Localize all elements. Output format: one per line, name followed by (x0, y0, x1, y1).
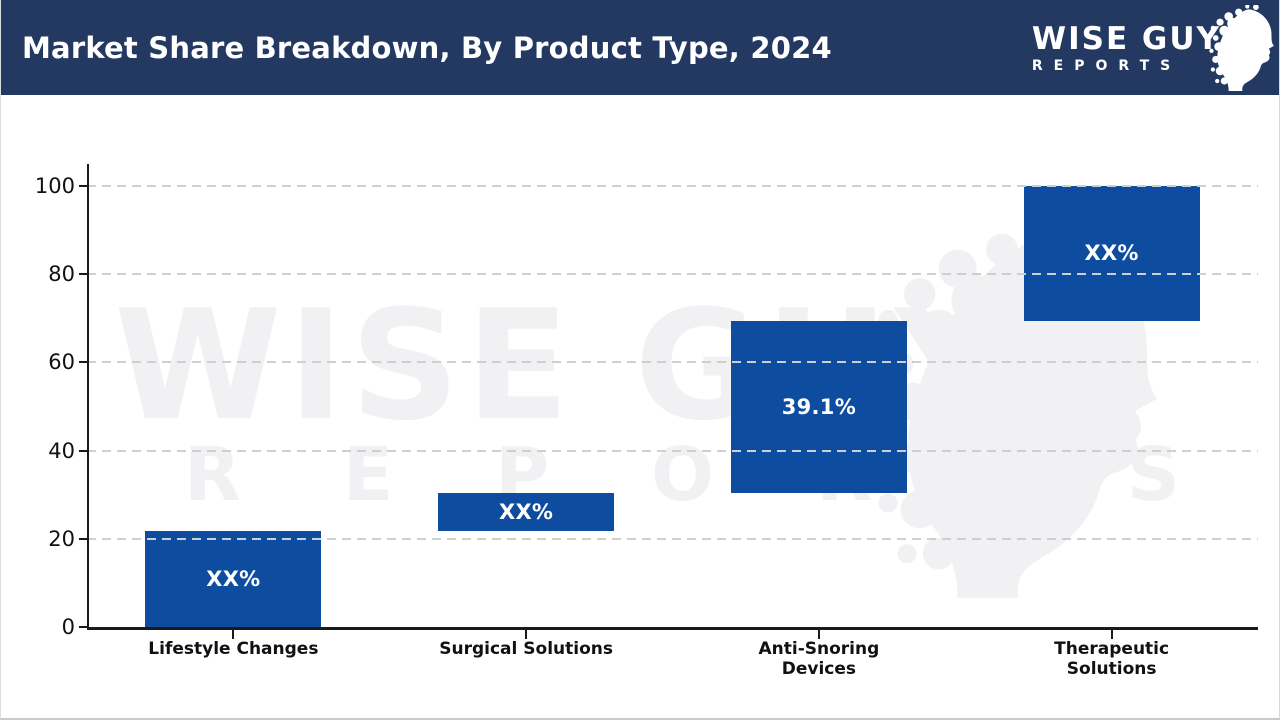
bar-lifestyle-changes: XX% (145, 530, 322, 627)
bar-value-label: 39.1% (781, 394, 857, 419)
gridline (87, 361, 1258, 364)
bar-value-label: XX% (1084, 241, 1139, 266)
x-category-label-therapeutic-solutions: Therapeutic Solutions (1054, 639, 1170, 679)
y-tick-label: 100 (34, 174, 75, 198)
y-tick-label: 40 (48, 438, 75, 463)
y-tick-label: 20 (48, 526, 75, 551)
bar-anti-snoring-devices: 39.1% (730, 320, 907, 493)
x-tick-mark (817, 630, 820, 639)
gridline (87, 273, 1258, 276)
bar-surgical-solutions: XX% (438, 492, 615, 531)
y-tick-mark (79, 449, 87, 452)
x-tick-mark (525, 630, 528, 639)
y-tick-mark (79, 361, 87, 364)
y-tick-label: 60 (48, 350, 75, 375)
bar-therapeutic-solutions: XX% (1023, 186, 1200, 321)
x-category-label-surgical-solutions: Surgical Solutions (439, 639, 613, 659)
bar-value-label: XX% (498, 499, 554, 524)
logo-face-icon (1209, 5, 1274, 91)
logo-text: WISE GUY REPORTS (1031, 20, 1221, 74)
bar-value-label: XX% (206, 566, 261, 591)
wise-guy-logo: WISE GUY REPORTS (1032, 4, 1279, 92)
gridline (87, 449, 1258, 452)
gridline (87, 185, 1258, 187)
logo-subtitle: REPORTS (1031, 57, 1182, 74)
x-category-label-lifestyle-changes: Lifestyle Changes (148, 639, 319, 659)
header-band: Market Share Breakdown, By Product Type,… (1, 0, 1279, 95)
y-tick-label: 0 (61, 615, 75, 639)
y-tick-label: 80 (48, 262, 75, 287)
x-tick-mark (232, 630, 235, 639)
y-axis-line (87, 164, 89, 628)
x-category-label-anti-snoring-devices: Anti-Snoring Devices (758, 639, 880, 679)
gridline (87, 537, 1258, 540)
chart-title: Market Share Breakdown, By Product Type,… (22, 30, 832, 65)
y-tick-mark (79, 626, 87, 628)
logo-wordmark: WISE GUY (1031, 20, 1221, 57)
y-tick-mark (79, 537, 87, 540)
y-tick-mark (79, 185, 87, 187)
x-tick-mark (1110, 630, 1113, 639)
y-tick-mark (79, 273, 87, 276)
x-axis-line (87, 627, 1258, 630)
